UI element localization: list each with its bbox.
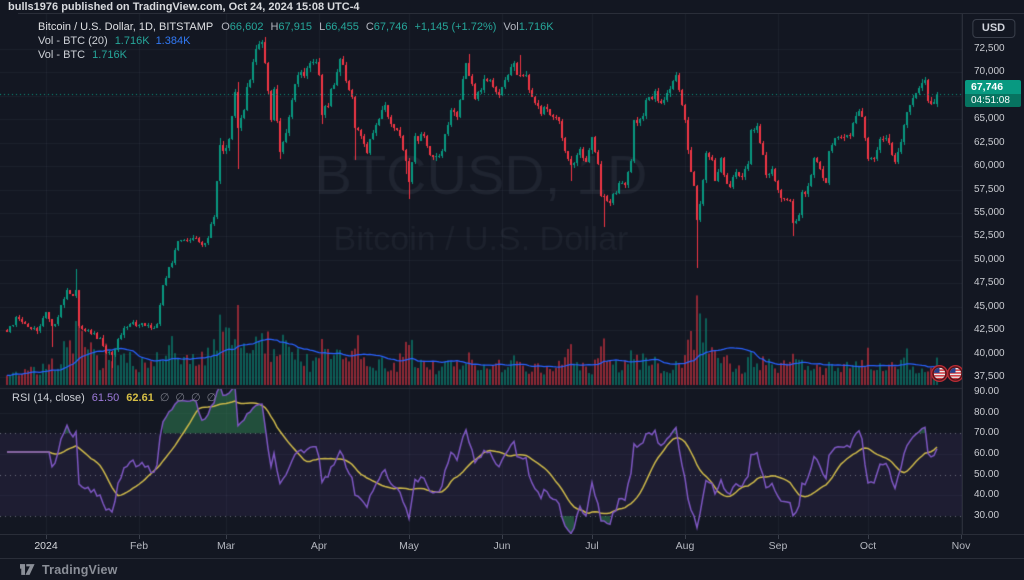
rsi-axis-tick: 30.00 xyxy=(974,510,1000,521)
price-axis[interactable]: USD 37,500 40,000 42,500 45,000 47,500 50,000… xyxy=(962,14,1024,534)
price-axis-tick: 57,500 xyxy=(974,184,1005,195)
volume-ma-title: Vol - BTC (20) xyxy=(38,35,108,47)
volume-ma-value: 1.716K xyxy=(114,35,150,47)
last-price-badge[interactable]: 67,746 04:51:08 xyxy=(965,80,1021,107)
volume-row-value: 1.716K xyxy=(92,49,127,61)
time-axis-label: Mar xyxy=(216,540,236,552)
low-label: L xyxy=(319,21,326,33)
us-flag-event-icon[interactable] xyxy=(946,364,965,383)
close-value: 67,746 xyxy=(373,21,408,33)
rsi-empty-1: ∅ xyxy=(159,392,170,404)
rsi-empty-4: ∅ xyxy=(206,392,217,404)
legend-row-symbol[interactable]: Bitcoin / U.S. Dollar, 1D, BITSTAMP O66,6… xyxy=(38,20,554,34)
rsi-axis-tick: 60.00 xyxy=(974,448,1000,459)
rsi-empty-3: ∅ xyxy=(191,392,201,404)
rsi-title: RSI (14, close) xyxy=(12,392,85,404)
low-value: 66,455 xyxy=(325,21,359,33)
last-price-value: 67,746 xyxy=(965,80,1021,94)
price-axis-tick: 50,000 xyxy=(974,254,1005,265)
volume-ma20-value: 1.384K xyxy=(155,35,191,47)
time-axis-tick-mark xyxy=(868,535,869,539)
price-axis-tick: 60,000 xyxy=(974,160,1005,171)
tradingview-brand-text[interactable]: TradingView xyxy=(42,562,118,577)
price-axis-tick: 42,500 xyxy=(974,324,1005,335)
volume-label: Vol xyxy=(503,21,519,33)
price-axis-tick: 72,500 xyxy=(974,43,1005,54)
rsi-axis-tick: 50.00 xyxy=(974,469,1000,480)
rsi-empty-2: ∅ xyxy=(175,392,185,404)
rsi-legend[interactable]: RSI (14, close) 61.50 62.61 ∅ ∅ ∅ ∅ xyxy=(12,391,216,405)
price-axis-tick: 55,000 xyxy=(974,207,1005,218)
volume-title: Vol - BTC xyxy=(38,49,86,61)
time-axis-label: Apr xyxy=(310,540,328,552)
rsi-axis-tick: 90.00 xyxy=(974,386,1000,397)
rsi-axis-tick: 80.00 xyxy=(974,407,1000,418)
time-axis-tick-mark xyxy=(961,535,962,539)
high-label: H xyxy=(270,21,279,33)
currency-toggle-button[interactable]: USD xyxy=(971,19,1016,38)
tradingview-logo-icon[interactable] xyxy=(20,563,35,576)
time-axis-label: Feb xyxy=(129,540,149,552)
close-label: C xyxy=(365,21,374,33)
bar-countdown: 04:51:08 xyxy=(965,94,1021,107)
open-value: 66,602 xyxy=(229,21,264,33)
price-axis-tick: 47,500 xyxy=(974,277,1005,288)
price-axis-tick: 37,500 xyxy=(974,371,1005,382)
time-axis-label: Aug xyxy=(675,540,695,552)
time-axis-tick-mark xyxy=(778,535,779,539)
us-flag-event-icon[interactable] xyxy=(930,364,949,383)
price-axis-tick: 62,500 xyxy=(974,137,1005,148)
time-axis[interactable]: 2024 Feb Mar Apr May Jun Jul Aug Sep Oct Nov xyxy=(0,534,1024,559)
time-axis-tick-mark xyxy=(226,535,227,539)
time-axis-tick-mark xyxy=(592,535,593,539)
time-axis-label: Nov xyxy=(951,540,971,552)
time-axis-tick-mark xyxy=(46,535,47,539)
open-label: O xyxy=(221,21,230,33)
rsi-axis-tick: 70.00 xyxy=(974,427,1000,438)
price-axis-tick: 65,000 xyxy=(974,113,1005,124)
footer-bar: TradingView xyxy=(0,559,1024,580)
rsi-value: 61.50 xyxy=(91,392,120,404)
attribution-text: bulls1976 published on TradingView.com, … xyxy=(8,1,360,13)
header-divider xyxy=(18,13,1024,14)
symbol-legend: Bitcoin / U.S. Dollar, 1D, BITSTAMP O66,6… xyxy=(38,20,554,62)
legend-row-volume-ma[interactable]: Vol - BTC (20) 1.716K 1.384K xyxy=(38,34,554,48)
time-axis-label: May xyxy=(399,540,419,552)
change-value: +1,145 (+1.72%) xyxy=(414,21,497,33)
time-axis-tick-mark xyxy=(319,535,320,539)
time-axis-label: 2024 xyxy=(34,540,58,552)
time-axis-tick-mark xyxy=(502,535,503,539)
symbol-title: Bitcoin / U.S. Dollar, 1D, BITSTAMP xyxy=(38,21,214,33)
time-axis-label: Sep xyxy=(768,540,788,552)
volume-value: 1.716K xyxy=(518,21,554,33)
legend-row-volume[interactable]: Vol - BTC 1.716K xyxy=(38,48,554,62)
price-axis-tick: 70,000 xyxy=(974,66,1005,77)
time-axis-label: Oct xyxy=(859,540,877,552)
price-axis-tick: 40,000 xyxy=(974,348,1005,359)
price-axis-tick: 45,000 xyxy=(974,301,1005,312)
time-axis-tick-mark xyxy=(139,535,140,539)
high-value: 67,915 xyxy=(278,21,313,33)
economic-event-icons[interactable] xyxy=(930,364,965,383)
rsi-axis-tick: 40.00 xyxy=(974,489,1000,500)
price-chart-canvas[interactable] xyxy=(0,14,962,534)
time-axis-label: Jul xyxy=(585,540,599,552)
price-axis-tick: 52,500 xyxy=(974,230,1005,241)
time-axis-tick-mark xyxy=(685,535,686,539)
time-axis-label: Jun xyxy=(493,540,511,552)
rsi-ma-value: 62.61 xyxy=(126,392,154,404)
time-axis-tick-mark xyxy=(409,535,410,539)
